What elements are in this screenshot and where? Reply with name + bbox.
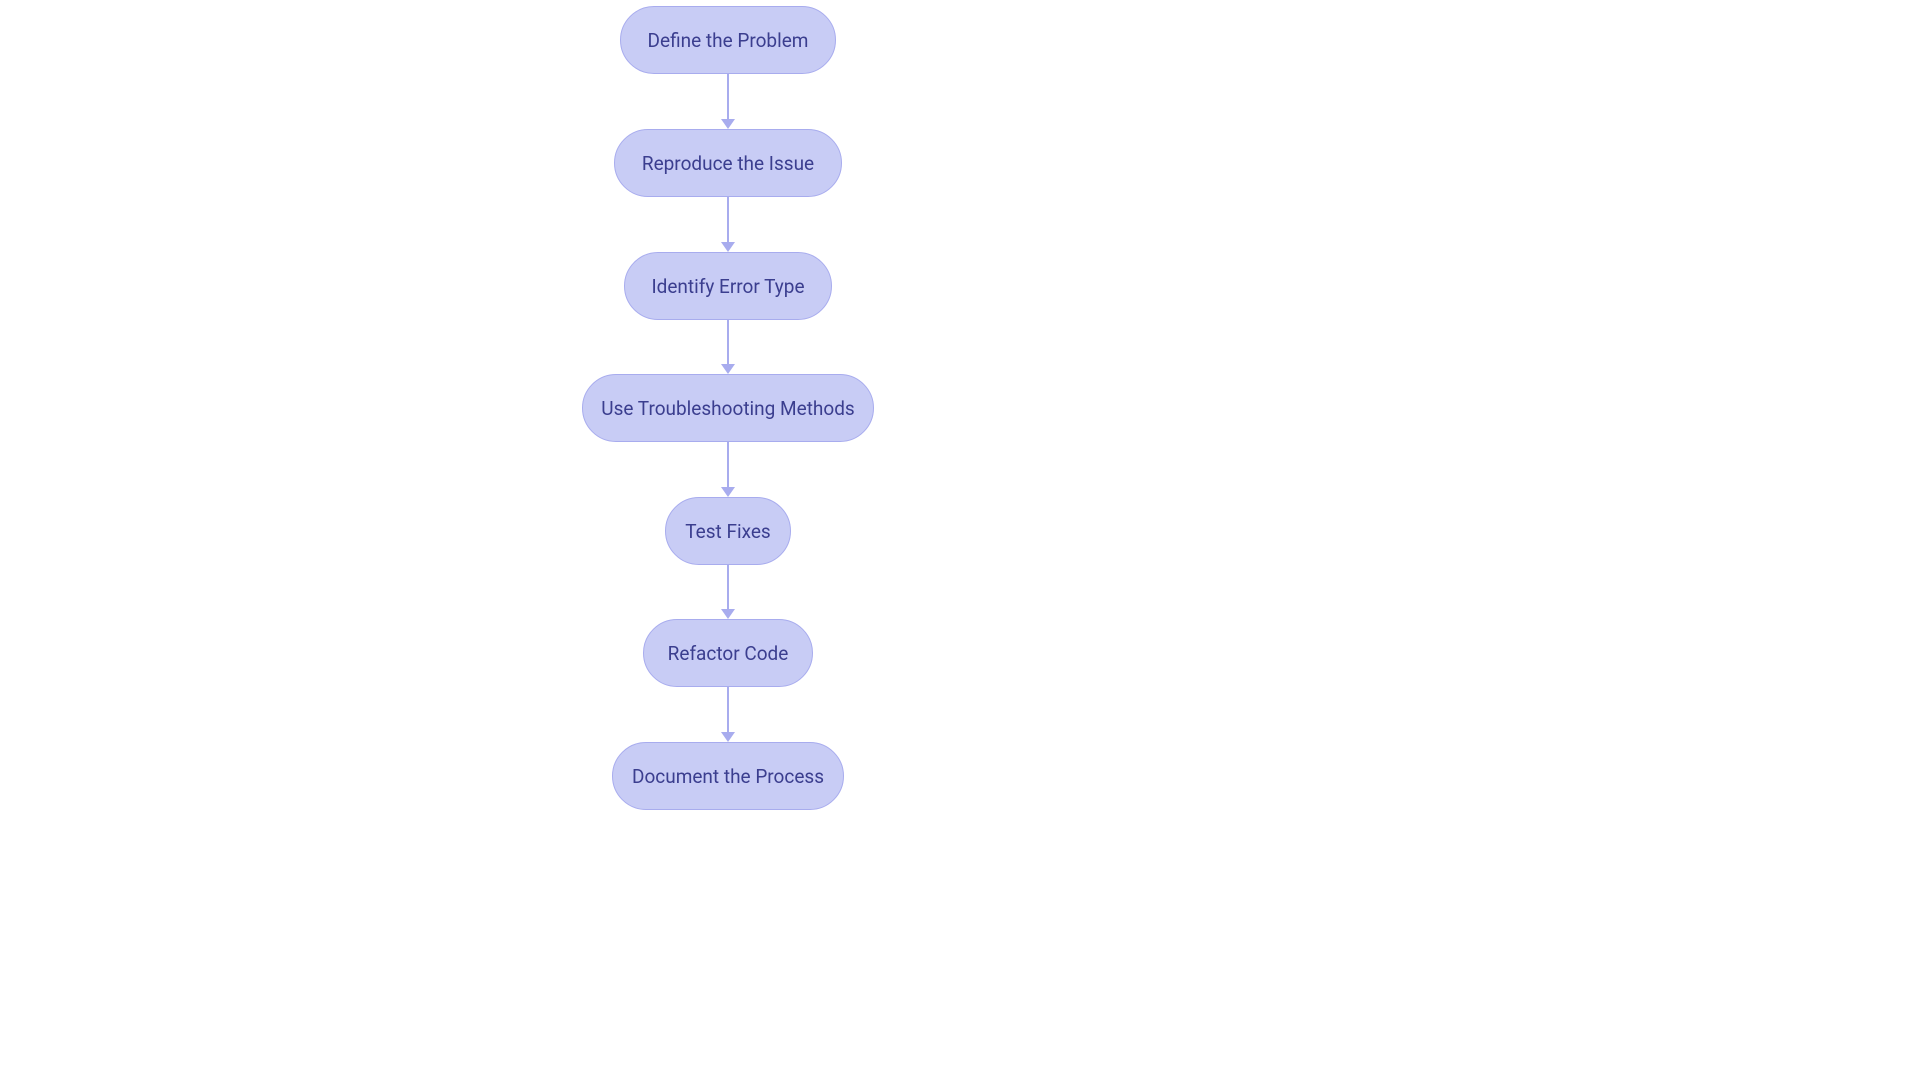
- flow-arrow: [727, 687, 729, 732]
- flow-arrow-head: [721, 364, 735, 374]
- flow-node-n5: Test Fixes: [665, 497, 791, 565]
- flow-arrow-head: [721, 119, 735, 129]
- flow-node-n3: Identify Error Type: [624, 252, 832, 320]
- flow-node-label: Test Fixes: [685, 520, 770, 543]
- flow-node-label: Use Troubleshooting Methods: [601, 397, 854, 420]
- flow-arrow-head: [721, 487, 735, 497]
- flow-arrow: [727, 74, 729, 119]
- flow-arrow: [727, 320, 729, 364]
- flow-arrow: [727, 197, 729, 242]
- flow-node-n2: Reproduce the Issue: [614, 129, 842, 197]
- flow-node-n4: Use Troubleshooting Methods: [582, 374, 874, 442]
- flowchart-container: Define the Problem Reproduce the Issue Ide…: [0, 0, 1920, 1083]
- flow-arrow: [727, 565, 729, 609]
- flow-node-label: Reproduce the Issue: [642, 152, 814, 175]
- flow-node-label: Define the Problem: [648, 29, 809, 52]
- flow-node-label: Refactor Code: [668, 642, 789, 665]
- flow-node-n7: Document the Process: [612, 742, 844, 810]
- flow-node-n6: Refactor Code: [643, 619, 813, 687]
- flow-arrow: [727, 442, 729, 487]
- flow-arrow-head: [721, 242, 735, 252]
- flow-arrow-head: [721, 732, 735, 742]
- flow-node-n1: Define the Problem: [620, 6, 836, 74]
- flow-node-label: Document the Process: [632, 765, 824, 788]
- flow-arrow-head: [721, 609, 735, 619]
- flow-node-label: Identify Error Type: [651, 275, 804, 298]
